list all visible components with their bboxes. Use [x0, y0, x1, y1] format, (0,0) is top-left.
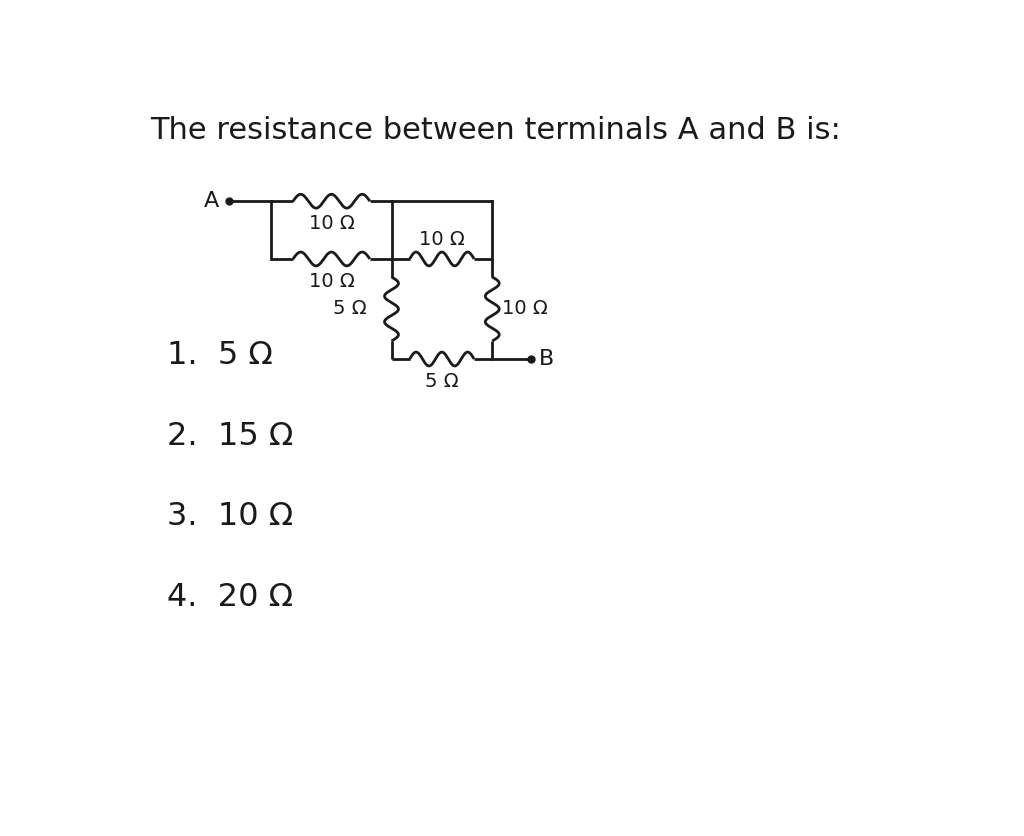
Text: 10 Ω: 10 Ω [502, 299, 547, 319]
Text: 10 Ω: 10 Ω [308, 214, 354, 233]
Text: The resistance between terminals A and B is:: The resistance between terminals A and B… [150, 116, 841, 145]
Text: 5 Ω: 5 Ω [333, 299, 367, 319]
Text: 4.  20 Ω: 4. 20 Ω [167, 582, 293, 614]
Text: 10 Ω: 10 Ω [419, 230, 465, 249]
Text: 10 Ω: 10 Ω [308, 272, 354, 291]
Text: 3.  10 Ω: 3. 10 Ω [167, 502, 293, 533]
Text: 5 Ω: 5 Ω [425, 372, 459, 391]
Text: 1.  5 Ω: 1. 5 Ω [167, 339, 272, 370]
Text: 2.  15 Ω: 2. 15 Ω [167, 421, 293, 451]
Text: A: A [204, 191, 219, 212]
Text: B: B [539, 349, 554, 369]
